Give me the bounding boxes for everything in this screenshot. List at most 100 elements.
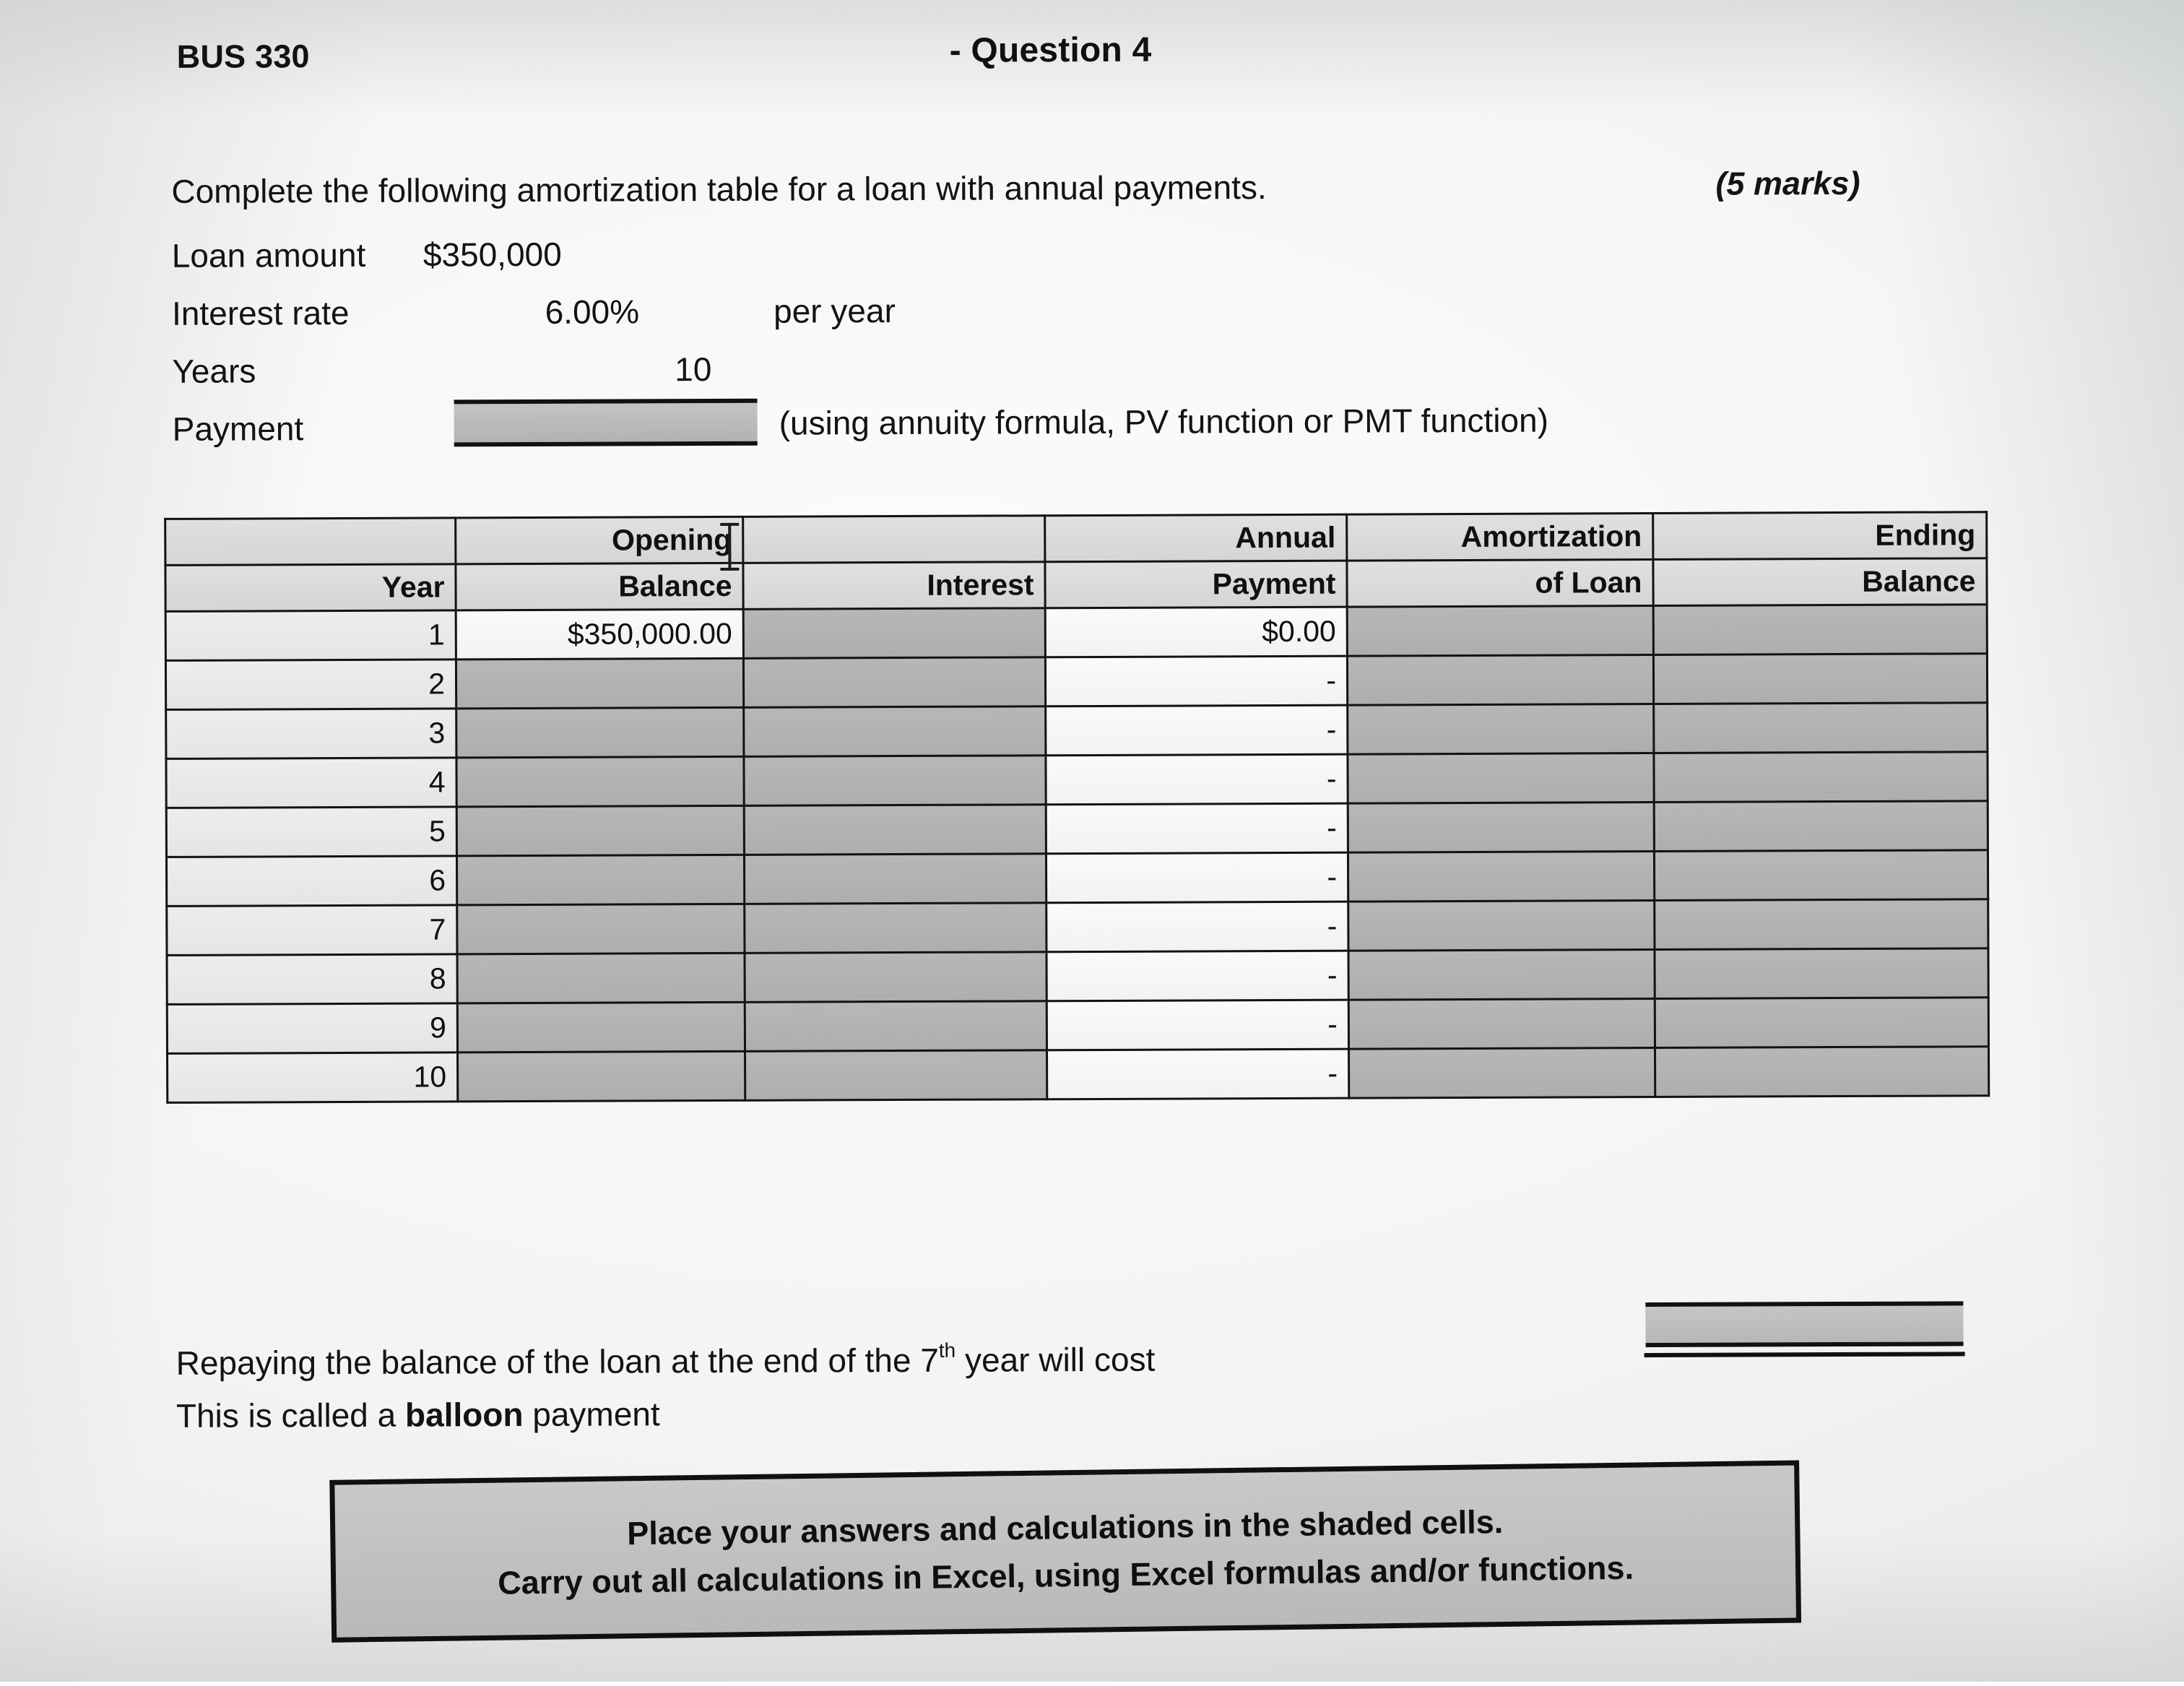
cell-opening-balance[interactable] xyxy=(456,953,745,1003)
cell-opening-balance[interactable] xyxy=(456,658,744,709)
table-row: 10 - xyxy=(167,1046,1989,1103)
balloon-answer-input[interactable] xyxy=(1645,1301,1964,1348)
payment-label: Payment xyxy=(172,410,304,448)
cell-year: 6 xyxy=(166,855,457,907)
interest-rate-value: 6.00% xyxy=(545,293,640,331)
balloon-question-line: Repaying the balance of the loan at the … xyxy=(176,1339,1156,1383)
cell-amortization[interactable] xyxy=(1347,605,1654,657)
cell-amortization[interactable] xyxy=(1348,1047,1655,1099)
instruction-line-2: Carry out all calculations in Excel, usi… xyxy=(497,1549,1634,1601)
cell-annual-payment: - xyxy=(1046,951,1349,1001)
cell-ending-balance[interactable] xyxy=(1654,850,1988,901)
cell-opening-balance[interactable] xyxy=(456,805,745,856)
cell-ending-balance[interactable] xyxy=(1654,899,1988,950)
balloon-line1-prefix: Repaying the balance of the loan at the … xyxy=(176,1341,940,1382)
cell-amortization[interactable] xyxy=(1348,949,1655,1000)
table-header-3: Payment xyxy=(1044,561,1348,608)
cell-interest[interactable] xyxy=(744,902,1046,954)
balloon-line2-prefix: This is called a xyxy=(176,1396,406,1435)
instruction-line-1: Place your answers and calculations in t… xyxy=(626,1503,1504,1552)
cell-ending-balance[interactable] xyxy=(1653,751,1988,803)
table-row: 7- xyxy=(166,899,1988,956)
cell-annual-payment: - xyxy=(1046,803,1348,854)
table-header-top-2 xyxy=(742,515,1045,563)
balloon-line1-suffix: year will cost xyxy=(956,1340,1156,1379)
cell-amortization[interactable] xyxy=(1347,704,1654,755)
cell-interest[interactable] xyxy=(744,804,1046,855)
table-row: 8- xyxy=(166,948,1989,1005)
cell-year: 4 xyxy=(165,757,457,808)
cell-opening-balance[interactable] xyxy=(456,707,744,758)
cell-annual-payment: - xyxy=(1046,1049,1349,1099)
question-title: - Question 4 xyxy=(949,30,1152,70)
cell-interest[interactable] xyxy=(743,657,1046,708)
cell-opening-balance[interactable] xyxy=(456,904,745,954)
cell-amortization[interactable] xyxy=(1348,998,1655,1050)
table-header-5: Balance xyxy=(1652,558,1988,606)
amortization-table: Opening Annual Amortization Ending Year Balan… xyxy=(164,511,1989,1104)
table-header-top-5: Ending xyxy=(1652,511,1987,560)
cell-ending-balance[interactable] xyxy=(1655,997,1989,1048)
table-header-top-1: Opening xyxy=(455,516,743,564)
cell-year: 3 xyxy=(165,708,456,759)
cell-opening-balance[interactable] xyxy=(457,1002,745,1052)
ordinal-suffix: th xyxy=(938,1339,956,1362)
cell-interest[interactable] xyxy=(743,608,1046,659)
cell-annual-payment: - xyxy=(1045,705,1348,756)
payment-answer-input[interactable] xyxy=(454,398,758,447)
cell-interest[interactable] xyxy=(743,706,1046,757)
cell-year: 5 xyxy=(166,806,457,857)
cell-annual-payment: - xyxy=(1046,852,1348,903)
years-label: Years xyxy=(172,352,256,390)
cell-ending-balance[interactable] xyxy=(1653,702,1988,753)
cell-opening-balance[interactable] xyxy=(456,756,745,807)
table-row: 6- xyxy=(166,850,1988,907)
course-code: BUS 330 xyxy=(176,38,310,75)
cell-year: 7 xyxy=(166,904,457,956)
cell-annual-payment: $0.00 xyxy=(1045,607,1348,657)
cell-interest[interactable] xyxy=(745,1000,1047,1052)
interest-rate-unit: per year xyxy=(773,292,896,330)
cell-interest[interactable] xyxy=(745,1050,1047,1101)
table-header-2: Interest xyxy=(742,561,1046,610)
cell-opening-balance: $350,000.00 xyxy=(456,609,744,660)
cell-amortization[interactable] xyxy=(1347,654,1654,706)
payment-hint-text: (using annuity formula, PV function or P… xyxy=(779,401,1549,442)
cell-annual-payment: - xyxy=(1045,754,1348,805)
cell-annual-payment: - xyxy=(1046,1000,1349,1050)
cell-annual-payment: - xyxy=(1045,656,1348,706)
table-header-top-4: Amortization xyxy=(1346,513,1653,561)
cell-amortization[interactable] xyxy=(1348,851,1655,902)
table-header-top-3: Annual xyxy=(1044,514,1347,562)
cell-ending-balance[interactable] xyxy=(1653,604,1988,655)
cell-opening-balance[interactable] xyxy=(457,1051,745,1102)
cell-ending-balance[interactable] xyxy=(1654,948,1989,999)
cell-year: 9 xyxy=(167,1003,458,1054)
cell-interest[interactable] xyxy=(743,755,1046,806)
table-header-1: Balance xyxy=(455,563,744,610)
table-row: 9- xyxy=(167,997,1989,1054)
cell-annual-payment: - xyxy=(1046,902,1348,952)
cell-ending-balance[interactable] xyxy=(1653,653,1988,704)
loan-amount-value: $350,000 xyxy=(422,235,562,274)
cell-year: 8 xyxy=(166,954,458,1005)
table-row: 5- xyxy=(166,800,1988,857)
balloon-keyword: balloon xyxy=(404,1396,524,1434)
years-value: 10 xyxy=(675,350,712,389)
instruction-text: Complete the following amortization tabl… xyxy=(171,168,1267,210)
table-header-4: of Loan xyxy=(1346,559,1654,608)
cell-interest[interactable] xyxy=(744,951,1047,1003)
cell-amortization[interactable] xyxy=(1347,753,1655,804)
cell-interest[interactable] xyxy=(744,853,1046,904)
cell-amortization[interactable] xyxy=(1348,900,1655,951)
cell-ending-balance[interactable] xyxy=(1654,800,1988,852)
table-header-0: Year xyxy=(165,563,456,612)
marks-label: (5 marks) xyxy=(1715,164,1860,202)
cell-ending-balance[interactable] xyxy=(1655,1046,1989,1097)
cell-opening-balance[interactable] xyxy=(456,855,745,905)
cell-year: 1 xyxy=(165,610,456,661)
cell-year: 10 xyxy=(167,1052,458,1103)
cell-amortization[interactable] xyxy=(1348,802,1655,853)
balloon-definition-line: This is called a balloon payment xyxy=(176,1394,660,1435)
balloon-line2-suffix: payment xyxy=(523,1395,660,1434)
